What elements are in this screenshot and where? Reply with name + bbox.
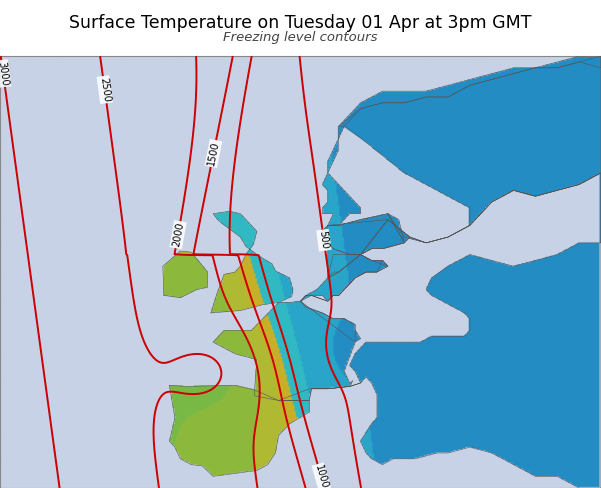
Text: 2500: 2500 [98, 77, 111, 102]
Text: 500: 500 [318, 230, 330, 250]
Text: 3000: 3000 [0, 61, 10, 86]
Text: 1000: 1000 [313, 464, 329, 488]
Text: 2000: 2000 [171, 222, 185, 248]
Text: Freezing level contours: Freezing level contours [223, 31, 378, 44]
Text: Surface Temperature on Tuesday 01 Apr at 3pm GMT: Surface Temperature on Tuesday 01 Apr at… [69, 14, 532, 32]
Text: 1500: 1500 [206, 141, 221, 166]
